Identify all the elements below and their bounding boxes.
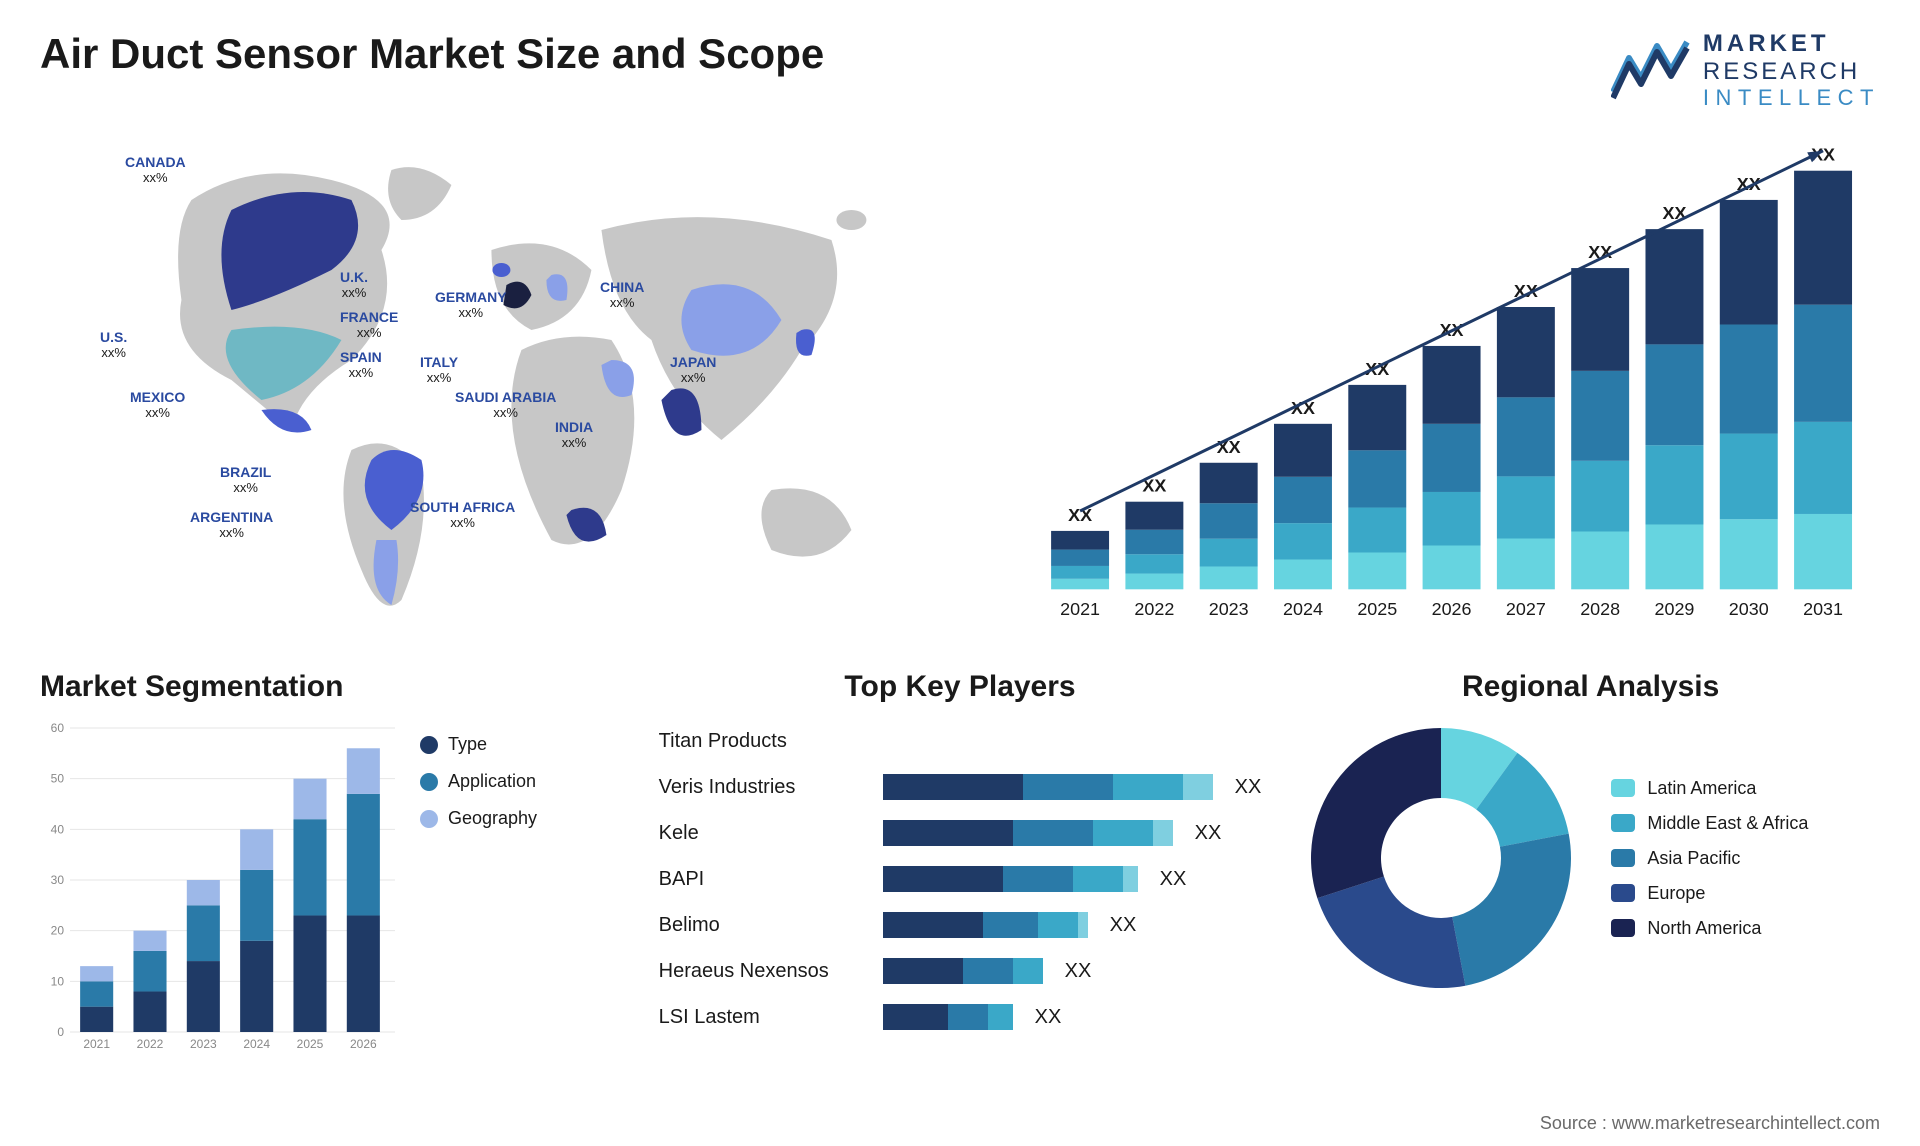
- key-player-value: XX: [1035, 1006, 1062, 1029]
- regional-panel: Regional Analysis Latin America Middle Ea…: [1301, 670, 1880, 1090]
- map-label: CANADAxx%: [125, 155, 186, 185]
- map-uk-highlight: [492, 263, 510, 277]
- svg-text:2030: 2030: [1729, 600, 1769, 620]
- svg-text:2029: 2029: [1654, 600, 1694, 620]
- map-label: SPAINxx%: [340, 350, 382, 380]
- key-player-bar: [883, 774, 1213, 800]
- regional-legend-item: Asia Pacific: [1611, 848, 1808, 869]
- key-player-value: XX: [1160, 868, 1187, 891]
- key-player-name: Titan Products: [659, 730, 869, 753]
- regional-donut-chart: [1301, 718, 1581, 998]
- svg-text:10: 10: [51, 975, 65, 989]
- svg-text:2023: 2023: [190, 1037, 217, 1051]
- svg-text:2027: 2027: [1506, 600, 1546, 620]
- map-label: U.K.xx%: [340, 270, 368, 300]
- segmentation-legend-item: Geography: [420, 808, 537, 829]
- key-player-row: Veris Industries XX: [659, 764, 1262, 810]
- key-player-row: Belimo XX: [659, 902, 1262, 948]
- map-label: ARGENTINAxx%: [190, 510, 273, 540]
- key-player-name: Kele: [659, 822, 869, 845]
- page-title: Air Duct Sensor Market Size and Scope: [40, 30, 824, 78]
- map-label: CHINAxx%: [600, 280, 644, 310]
- key-player-bar: [883, 958, 1043, 984]
- svg-text:60: 60: [51, 721, 65, 735]
- key-player-value: XX: [1195, 822, 1222, 845]
- world-map-icon: [40, 130, 983, 640]
- world-map-panel: CANADAxx% U.S.xx% MEXICOxx% BRAZILxx% ARGENT…: [40, 130, 983, 640]
- brand-logo: MARKET RESEARCH INTELLECT: [1611, 30, 1880, 110]
- segmentation-panel: Market Segmentation 0 10 20 30 40 50 60 2021 202…: [40, 670, 619, 1090]
- key-player-name: Heraeus Nexensos: [659, 960, 869, 983]
- key-player-bar: [883, 866, 1138, 892]
- key-players-panel: Top Key Players Titan Products Veris Indu…: [659, 670, 1262, 1090]
- key-player-value: XX: [1235, 776, 1262, 799]
- map-label: FRANCExx%: [340, 310, 398, 340]
- logo-line3: INTELLECT: [1703, 85, 1880, 110]
- regional-legend-item: Middle East & Africa: [1611, 813, 1808, 834]
- key-player-name: LSI Lastem: [659, 1006, 869, 1029]
- key-player-row: LSI Lastem XX: [659, 994, 1262, 1040]
- key-player-row: Titan Products: [659, 718, 1262, 764]
- svg-text:2021: 2021: [1060, 600, 1100, 620]
- key-player-name: BAPI: [659, 868, 869, 891]
- regional-legend: Latin America Middle East & Africa Asia Pa…: [1611, 764, 1808, 953]
- map-japan-highlight: [796, 330, 815, 356]
- key-player-value: XX: [1110, 914, 1137, 937]
- key-player-row: Kele XX: [659, 810, 1262, 856]
- key-player-row: Heraeus Nexensos XX: [659, 948, 1262, 994]
- map-label: MEXICOxx%: [130, 390, 185, 420]
- regional-title: Regional Analysis: [1301, 670, 1880, 704]
- svg-text:2026: 2026: [350, 1037, 377, 1051]
- key-player-bar: [883, 1004, 1013, 1030]
- growth-chart: XX2021XX2022XX2023XX2024XX2025XX2026XX20…: [1023, 130, 1880, 640]
- svg-text:20: 20: [51, 924, 65, 938]
- svg-text:40: 40: [51, 823, 65, 837]
- map-label: GERMANYxx%: [435, 290, 507, 320]
- logo-line1: MARKET: [1703, 30, 1880, 58]
- key-players-title: Top Key Players: [659, 670, 1262, 704]
- segmentation-legend-item: Type: [420, 734, 537, 755]
- svg-text:2031: 2031: [1803, 600, 1843, 620]
- svg-text:2022: 2022: [1134, 600, 1174, 620]
- segmentation-legend-item: Application: [420, 771, 537, 792]
- svg-text:2023: 2023: [1209, 600, 1249, 620]
- source-attribution: Source : www.marketresearchintellect.com: [1540, 1113, 1880, 1134]
- map-label: U.S.xx%: [100, 330, 127, 360]
- regional-legend-item: Latin America: [1611, 778, 1808, 799]
- map-label: INDIAxx%: [555, 420, 593, 450]
- svg-text:2028: 2028: [1580, 600, 1620, 620]
- key-player-name: Veris Industries: [659, 776, 869, 799]
- svg-text:2024: 2024: [1283, 600, 1323, 620]
- map-label: BRAZILxx%: [220, 465, 271, 495]
- map-label: SOUTH AFRICAxx%: [410, 500, 515, 530]
- logo-line2: RESEARCH: [1703, 58, 1880, 86]
- map-label: ITALYxx%: [420, 355, 458, 385]
- map-label: SAUDI ARABIAxx%: [455, 390, 556, 420]
- logo-mark-icon: [1611, 38, 1691, 102]
- svg-text:2022: 2022: [137, 1037, 164, 1051]
- svg-text:0: 0: [57, 1025, 64, 1039]
- svg-text:2021: 2021: [83, 1037, 110, 1051]
- regional-legend-item: North America: [1611, 918, 1808, 939]
- regional-legend-item: Europe: [1611, 883, 1808, 904]
- segmentation-title: Market Segmentation: [40, 670, 619, 704]
- map-mexico-highlight: [261, 410, 311, 433]
- key-player-row: BAPI XX: [659, 856, 1262, 902]
- svg-text:2026: 2026: [1431, 600, 1471, 620]
- svg-text:2025: 2025: [1357, 600, 1397, 620]
- svg-text:30: 30: [51, 873, 65, 887]
- svg-text:2025: 2025: [297, 1037, 324, 1051]
- key-player-bar: [883, 820, 1173, 846]
- map-label: JAPANxx%: [670, 355, 716, 385]
- svg-text:50: 50: [51, 772, 65, 786]
- key-player-value: XX: [1065, 960, 1092, 983]
- segmentation-chart: 0 10 20 30 40 50 60 2021 2022 2023 2024 2025 2026: [40, 718, 400, 1058]
- key-player-name: Belimo: [659, 914, 869, 937]
- key-player-bar: [883, 912, 1088, 938]
- svg-text:2024: 2024: [243, 1037, 270, 1051]
- segmentation-legend: Type Application Geography: [420, 718, 537, 1058]
